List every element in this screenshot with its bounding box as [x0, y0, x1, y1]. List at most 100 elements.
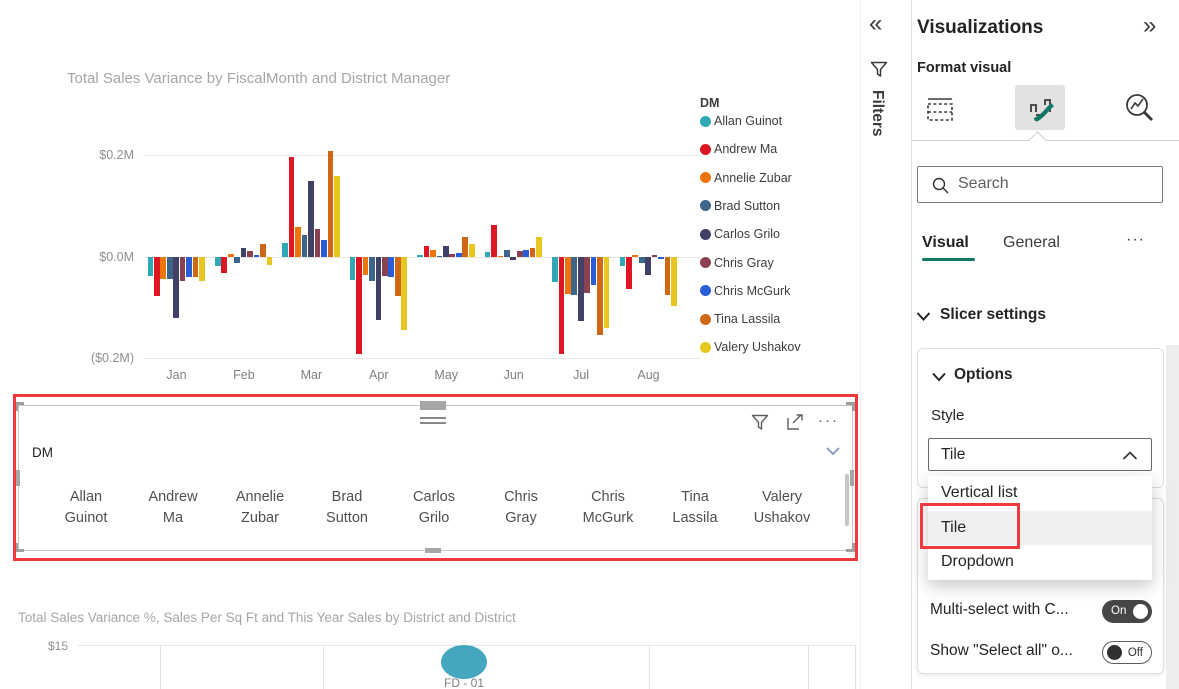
bar[interactable]	[247, 250, 253, 257]
slicer-selection-frame[interactable]	[18, 405, 853, 551]
bar[interactable]	[449, 254, 456, 257]
bar[interactable]	[179, 257, 186, 282]
bar[interactable]	[523, 249, 530, 257]
bar[interactable]	[529, 248, 536, 257]
style-option-vertical-list[interactable]: Vertical list	[941, 484, 1018, 502]
bar[interactable]	[356, 257, 362, 355]
bar[interactable]	[362, 257, 369, 275]
bar[interactable]	[327, 150, 334, 257]
multi-select-toggle[interactable]: On	[1102, 600, 1152, 623]
show-select-all-toggle[interactable]: Off	[1102, 641, 1152, 664]
bar[interactable]	[658, 257, 664, 259]
slicer-tile[interactable]: Chris Gray	[504, 489, 538, 526]
bar[interactable]	[536, 237, 542, 257]
resize-handle-bottom-right[interactable]	[846, 543, 855, 552]
bar[interactable]	[497, 255, 504, 257]
bar[interactable]	[186, 257, 192, 277]
bar[interactable]	[253, 254, 260, 257]
bar[interactable]	[221, 257, 228, 274]
legend-item[interactable]: Chris Gray	[700, 256, 774, 270]
bar[interactable]	[160, 257, 167, 280]
bar[interactable]	[468, 244, 475, 257]
bar[interactable]	[584, 257, 591, 293]
bar[interactable]	[234, 257, 240, 264]
tab-visual[interactable]: Visual	[922, 234, 969, 251]
style-option-dropdown[interactable]: Dropdown	[941, 553, 1014, 571]
bar[interactable]	[571, 257, 578, 296]
bar[interactable]	[301, 234, 308, 257]
bar[interactable]	[214, 257, 221, 266]
legend-item[interactable]: Tina Lassila	[700, 312, 780, 326]
bar[interactable]	[638, 257, 645, 264]
resize-handle-bottom[interactable]	[425, 548, 441, 553]
slicer-tile[interactable]: Allan Guinot	[64, 489, 108, 526]
slicer-filter-icon[interactable]	[750, 412, 770, 432]
bar[interactable]	[173, 257, 179, 318]
bar[interactable]	[401, 257, 408, 330]
tab-general[interactable]: General	[1003, 234, 1060, 251]
format-visual-icon[interactable]	[1015, 85, 1065, 130]
resize-handle-right[interactable]	[850, 470, 854, 486]
bar[interactable]	[651, 255, 658, 257]
resize-handle-left[interactable]	[16, 470, 20, 486]
expand-pane-icon[interactable]: »	[1143, 12, 1157, 39]
legend-item[interactable]: Annelie Zubar	[700, 171, 792, 185]
bar[interactable]	[369, 257, 375, 282]
bar[interactable]	[333, 176, 340, 257]
legend-item[interactable]: Valery Ushakov	[700, 340, 801, 354]
bar[interactable]	[147, 257, 154, 276]
bar[interactable]	[603, 257, 610, 328]
slicer-settings-header[interactable]: Slicer settings	[940, 306, 1046, 323]
filters-rail-title[interactable]: Filters	[869, 90, 886, 137]
bar[interactable]	[484, 251, 491, 257]
bar[interactable]	[382, 257, 388, 276]
bar[interactable]	[266, 257, 273, 265]
legend-item[interactable]: Andrew Ma	[700, 142, 777, 156]
bar[interactable]	[564, 257, 571, 294]
bar[interactable]	[388, 257, 395, 277]
bar[interactable]	[455, 253, 462, 257]
grabber-line[interactable]	[420, 422, 446, 424]
bar[interactable]	[590, 257, 597, 286]
drag-handle[interactable]	[420, 401, 446, 410]
legend-item[interactable]: Chris McGurk	[700, 284, 790, 298]
bar[interactable]	[430, 250, 436, 257]
slicer-scrollbar[interactable]	[845, 474, 849, 526]
build-visual-icon[interactable]	[918, 88, 962, 130]
more-tabs-icon[interactable]: ···	[1126, 231, 1145, 248]
slicer-tile[interactable]: Brad Sutton	[326, 489, 368, 526]
bar[interactable]	[153, 257, 160, 296]
bar[interactable]	[558, 257, 565, 354]
bar[interactable]	[577, 257, 584, 321]
bar[interactable]	[504, 250, 510, 257]
bar[interactable]	[288, 156, 295, 257]
slicer-tile[interactable]: Annelie Zubar	[235, 489, 285, 526]
bar[interactable]	[240, 247, 247, 257]
resize-handle-top-left[interactable]	[15, 402, 24, 411]
bar[interactable]	[166, 257, 173, 280]
resize-handle-top-right[interactable]	[846, 402, 855, 411]
options-header[interactable]: Options	[954, 366, 1013, 383]
bar[interactable]	[417, 255, 423, 257]
bar[interactable]	[308, 180, 314, 257]
slicer-tile[interactable]: Chris McGurk	[582, 489, 634, 526]
style-option-tile[interactable]: Tile	[928, 510, 1152, 546]
grabber-line[interactable]	[420, 417, 446, 419]
bar[interactable]	[314, 228, 321, 257]
pane-scrollbar[interactable]	[1166, 345, 1179, 689]
bar[interactable]	[436, 255, 443, 257]
legend-item[interactable]: Brad Sutton	[700, 199, 780, 213]
bar[interactable]	[295, 227, 301, 257]
bar[interactable]	[423, 245, 430, 257]
legend-item[interactable]: Allan Guinot	[700, 114, 782, 128]
slicer-tile[interactable]: Valery Ushakov	[753, 489, 811, 526]
bar[interactable]	[645, 257, 651, 275]
style-select[interactable]: Tile	[928, 438, 1152, 471]
scatter-bubble[interactable]	[441, 645, 487, 679]
bar[interactable]	[552, 257, 558, 283]
slicer-tile[interactable]: Tina Lassila	[672, 489, 718, 526]
bar[interactable]	[375, 257, 382, 320]
bar[interactable]	[282, 243, 289, 257]
resize-handle-bottom-left[interactable]	[15, 543, 24, 552]
slicer-tile[interactable]: Carlos Grilo	[413, 489, 455, 526]
